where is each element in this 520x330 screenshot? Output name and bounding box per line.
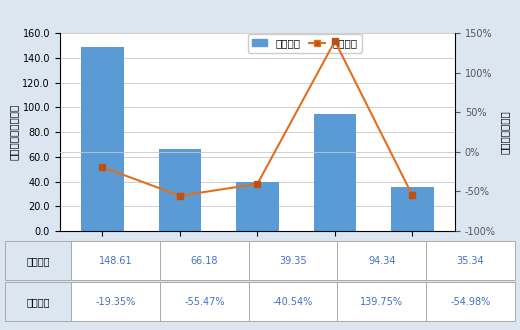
Bar bbox=[426, 241, 515, 280]
Bar bbox=[159, 149, 201, 231]
Bar bbox=[236, 182, 279, 231]
Legend: 进口金额, 同比增长: 进口金额, 同比增长 bbox=[248, 34, 362, 52]
Text: 148.61: 148.61 bbox=[99, 256, 133, 266]
Text: 进口金额: 进口金额 bbox=[27, 256, 50, 266]
Text: 94.34: 94.34 bbox=[368, 256, 396, 266]
Bar bbox=[391, 187, 434, 231]
Bar bbox=[426, 282, 515, 321]
Bar bbox=[314, 114, 356, 231]
Bar bbox=[337, 241, 426, 280]
Bar bbox=[71, 241, 160, 280]
Bar bbox=[160, 241, 249, 280]
Text: -19.35%: -19.35% bbox=[96, 297, 136, 307]
Text: 139.75%: 139.75% bbox=[360, 297, 404, 307]
Bar bbox=[81, 47, 124, 231]
Bar bbox=[160, 282, 249, 321]
Bar bbox=[5, 282, 71, 321]
Text: -40.54%: -40.54% bbox=[273, 297, 313, 307]
Text: 同比增长: 同比增长 bbox=[27, 297, 50, 307]
Text: 66.18: 66.18 bbox=[191, 256, 218, 266]
Bar bbox=[71, 282, 160, 321]
Text: 35.34: 35.34 bbox=[457, 256, 484, 266]
Y-axis label: （％）同比增速: （％）同比增速 bbox=[500, 110, 510, 154]
Bar bbox=[249, 282, 337, 321]
Bar bbox=[337, 282, 426, 321]
Y-axis label: 进口金额（万美元）: 进口金额（万美元） bbox=[8, 104, 18, 160]
Text: -54.98%: -54.98% bbox=[450, 297, 490, 307]
Bar bbox=[249, 241, 337, 280]
Text: -55.47%: -55.47% bbox=[184, 297, 225, 307]
Text: 39.35: 39.35 bbox=[279, 256, 307, 266]
Bar bbox=[5, 241, 71, 280]
